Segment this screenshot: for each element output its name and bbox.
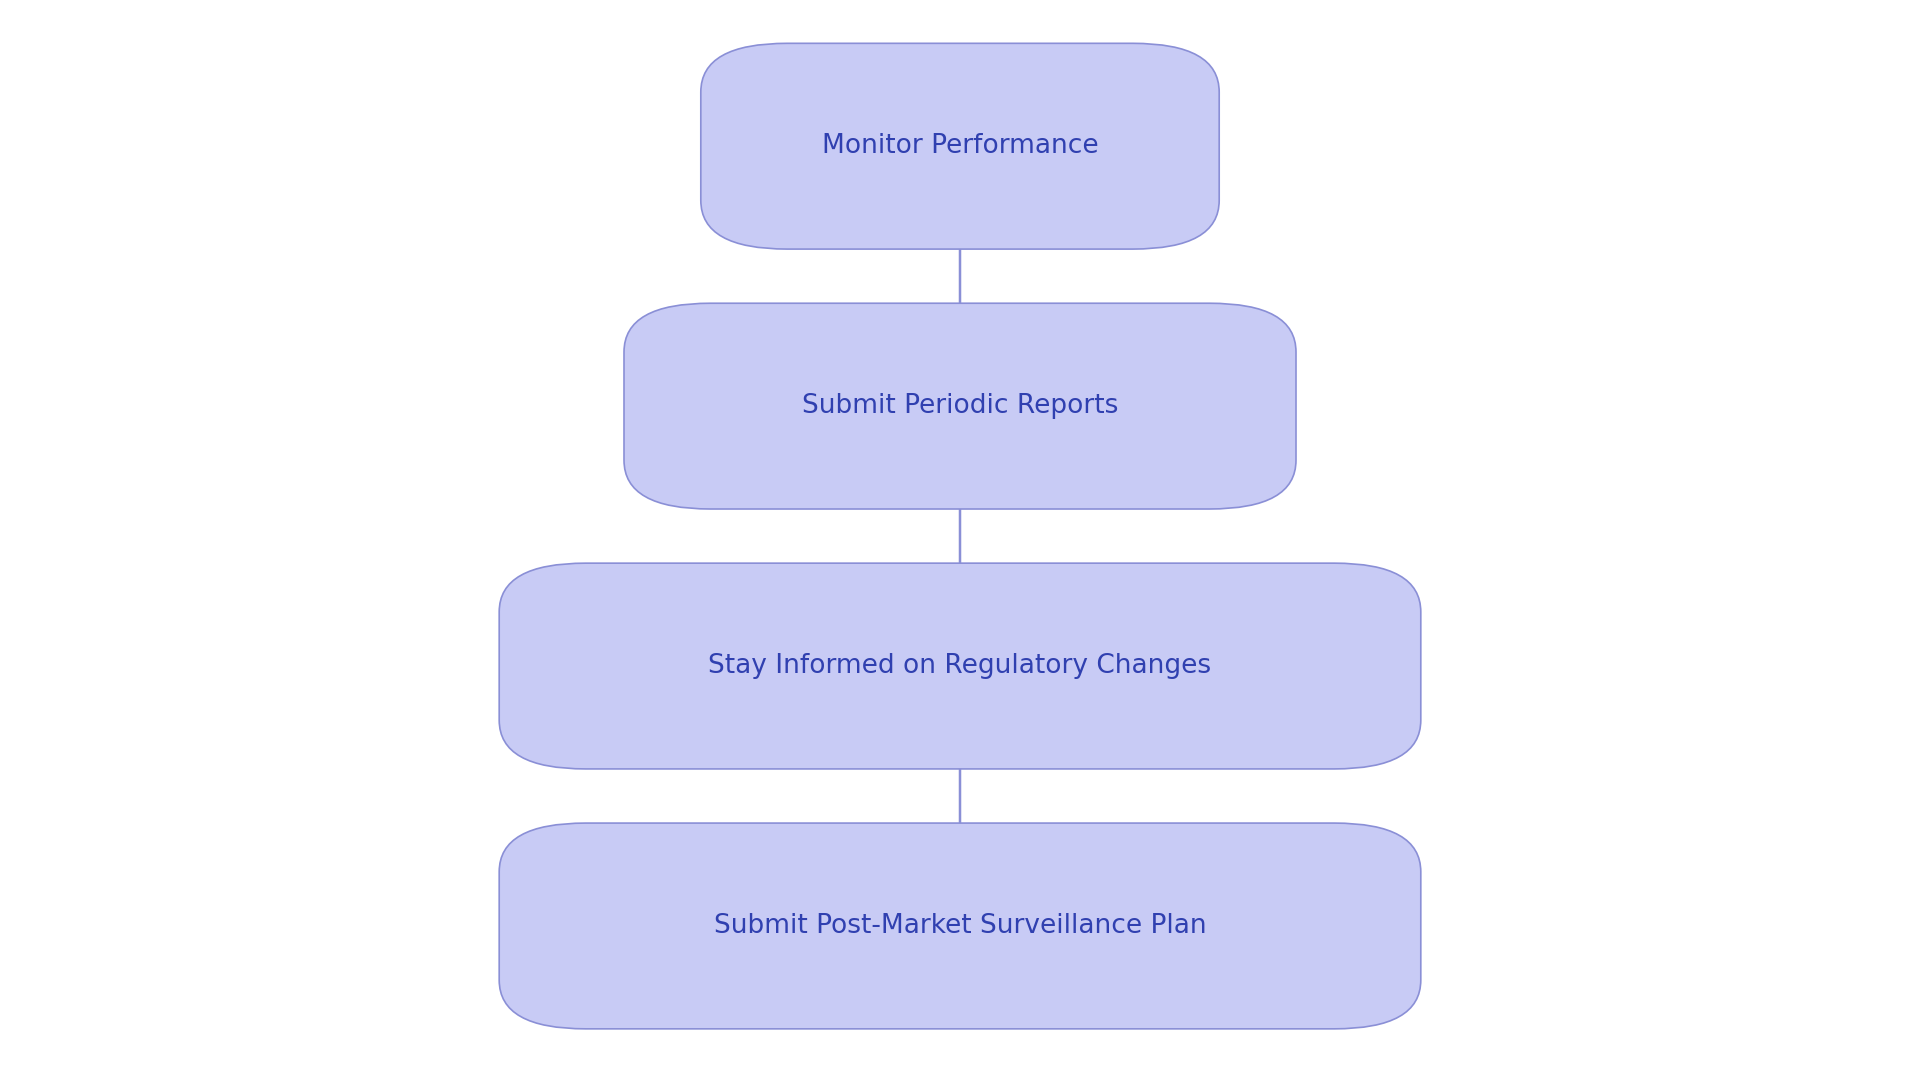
FancyBboxPatch shape	[701, 43, 1219, 249]
Text: Submit Periodic Reports: Submit Periodic Reports	[803, 393, 1117, 419]
Text: Stay Informed on Regulatory Changes: Stay Informed on Regulatory Changes	[708, 653, 1212, 679]
FancyBboxPatch shape	[624, 303, 1296, 509]
Text: Submit Post-Market Surveillance Plan: Submit Post-Market Surveillance Plan	[714, 913, 1206, 939]
FancyBboxPatch shape	[499, 563, 1421, 769]
Text: Monitor Performance: Monitor Performance	[822, 133, 1098, 159]
FancyBboxPatch shape	[499, 823, 1421, 1029]
